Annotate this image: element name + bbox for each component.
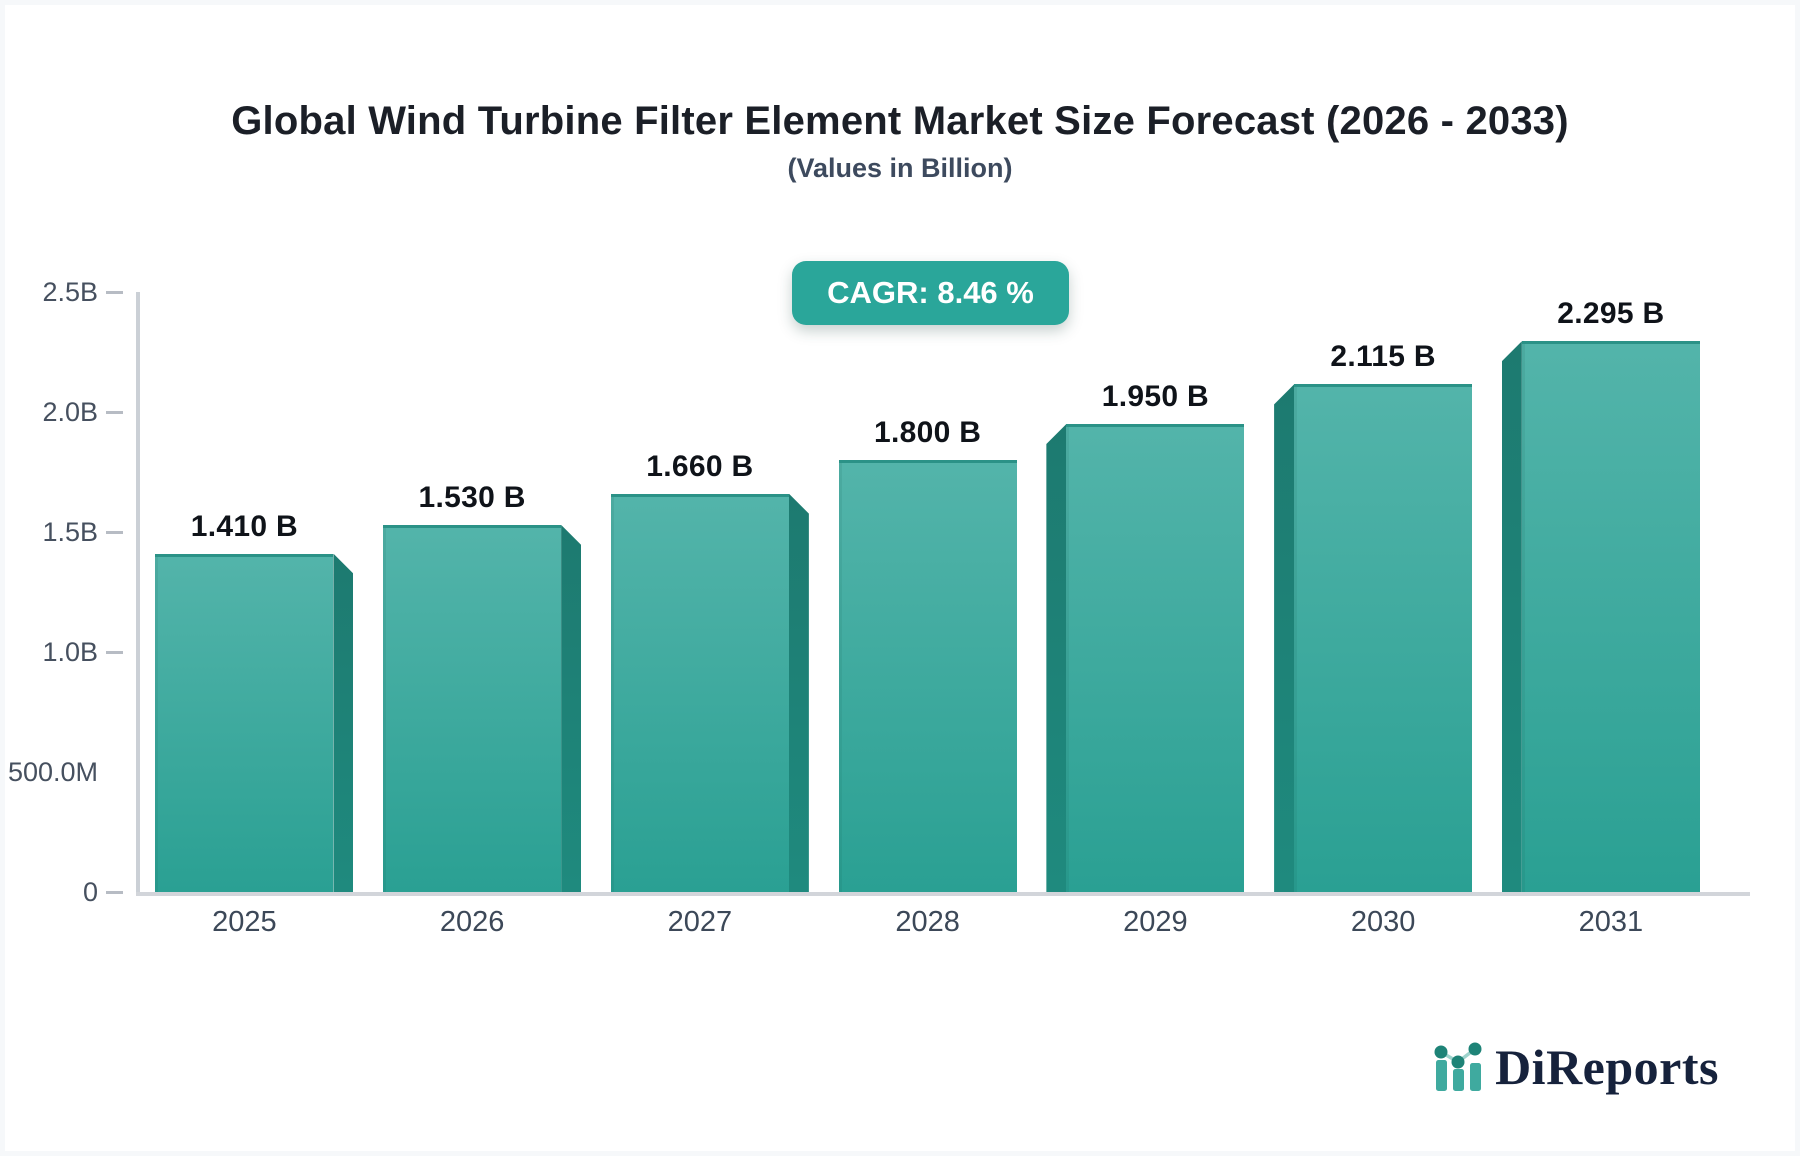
bar-3d-box — [155, 553, 354, 892]
bar-2031: 2.295 B — [1501, 297, 1700, 892]
y-tick-dash — [106, 410, 123, 414]
y-tick-dash — [106, 890, 123, 894]
x-axis-label-2026: 2026 — [439, 906, 505, 938]
bar-2027: 1.660 B — [610, 450, 809, 892]
y-tick-label: 1.5B — [42, 517, 98, 547]
bar-face — [1066, 424, 1245, 892]
y-tick-dash — [106, 530, 123, 534]
y-tick-dash — [106, 290, 123, 294]
bar-value-label: 2.295 B — [1557, 297, 1665, 331]
page-subtitle: (Values in Billion) — [787, 153, 1013, 183]
bar-value-label: 1.410 B — [190, 509, 298, 543]
bar-value-label: 1.800 B — [874, 416, 982, 449]
y-tick-dash — [106, 650, 123, 654]
bar-face — [1521, 341, 1700, 892]
bar-face — [155, 553, 334, 892]
bar-side-shade — [561, 524, 582, 892]
bar-side-shade — [1501, 341, 1522, 892]
bar-3d-box — [383, 524, 582, 892]
bar-3d-box — [610, 493, 809, 892]
bar-2028: 1.800 B — [838, 416, 1017, 892]
bar-face — [838, 460, 1017, 892]
bar-3d-box — [1046, 424, 1245, 892]
y-tick-label: 500.0M — [7, 757, 98, 787]
bar-side-shade — [788, 493, 809, 892]
y-axis-line — [136, 292, 140, 896]
x-axis-label-2029: 2029 — [1123, 906, 1188, 938]
bar-2030: 2.115 B — [1274, 340, 1473, 892]
bar-3d-box — [1274, 384, 1473, 892]
y-tick-label: 2.5B — [42, 277, 98, 307]
bar-3d-box — [838, 460, 1017, 892]
cagr-badge-label: CAGR: 8.46 % — [827, 275, 1034, 310]
bar-face — [383, 524, 562, 892]
bar-value-label: 1.530 B — [418, 480, 526, 514]
plot-area — [136, 292, 1750, 896]
bar-value-label: 1.660 B — [646, 449, 754, 483]
bar-side-shade — [1046, 424, 1067, 892]
bar-value-label: 2.115 B — [1330, 340, 1436, 374]
bar-2025: 1.410 B — [155, 510, 354, 892]
bar-series: 1.410 B 1.530 B 1.660 B 1.800 B 1.950 B 2.115… — [136, 292, 1750, 896]
y-tick-label: 1.0B — [42, 637, 98, 667]
direports-logo-icon — [1434, 1042, 1482, 1091]
brand-name: DiReports — [1495, 1039, 1719, 1095]
x-axis-label-2028: 2028 — [895, 906, 960, 938]
bar-side-shade — [1274, 384, 1295, 892]
page-title: Global Wind Turbine Filter Element Marke… — [231, 99, 1569, 143]
bar-side-shade — [333, 553, 354, 892]
x-axis-label-2030: 2030 — [1350, 906, 1416, 938]
bar-value-label: 1.950 B — [1101, 380, 1209, 413]
bar-face — [1294, 384, 1473, 892]
x-axis-baseline — [136, 892, 1750, 896]
x-axis-label-2031: 2031 — [1578, 906, 1644, 938]
bar-face — [610, 493, 789, 892]
bar-3d-box — [1501, 341, 1700, 892]
y-axis: 2.5B 2.0B 1.5B 1.0B 500.0M 0 — [5, 277, 136, 907]
y-tick-label: 0 — [82, 877, 98, 907]
bar-2026: 1.530 B — [383, 481, 582, 892]
bar-2029: 1.950 B — [1046, 380, 1245, 892]
x-axis: 2025 2026 2027 2028 2029 2030 2031 — [136, 906, 1750, 946]
x-axis-label-2027: 2027 — [667, 906, 733, 938]
cagr-badge: CAGR: 8.46 % — [792, 261, 1069, 325]
y-tick-label: 2.0B — [42, 397, 98, 427]
x-axis-label-2025: 2025 — [212, 906, 277, 938]
brand-logo: DiReports — [1431, 1038, 1719, 1096]
chart-card: Global Wind Turbine Filter Element Marke… — [5, 5, 1795, 1151]
